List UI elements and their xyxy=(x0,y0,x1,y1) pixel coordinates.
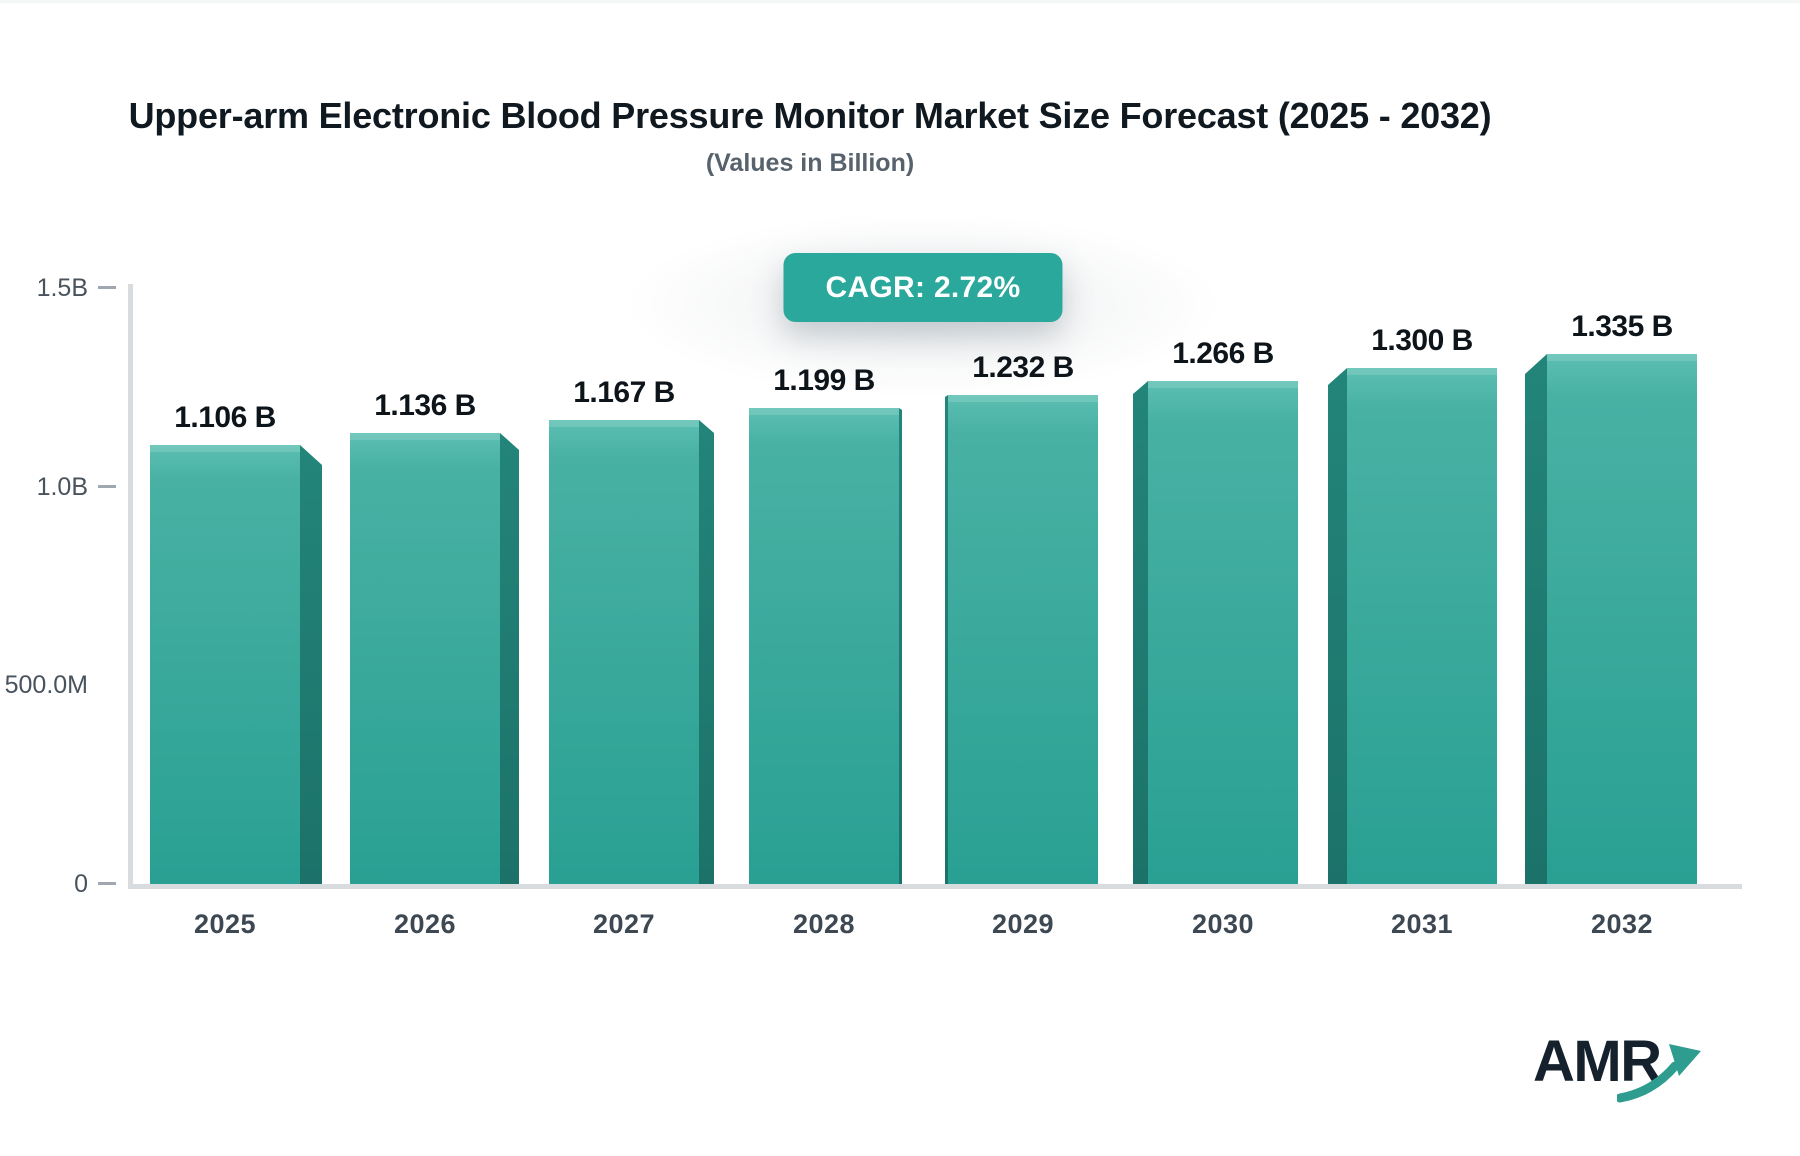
bar-value-label: 1.106 B xyxy=(174,401,276,434)
bar xyxy=(350,433,500,884)
bar-side-face xyxy=(699,420,714,884)
y-tick-label: 1.5B xyxy=(36,274,88,302)
bar xyxy=(1547,354,1697,884)
bar-value-label: 1.266 B xyxy=(1172,337,1274,370)
bar xyxy=(150,445,300,884)
growth-arrow-icon xyxy=(1617,1044,1701,1103)
x-axis-year-label: 2029 xyxy=(991,909,1055,939)
bar-value-label: 1.232 B xyxy=(972,351,1074,384)
x-axis-year-label: 2028 xyxy=(792,909,856,939)
bar-side-face xyxy=(500,433,519,884)
bar-side-face xyxy=(945,395,948,884)
chart-subtitle: (Values in Billion) xyxy=(705,149,915,177)
bar xyxy=(1347,368,1497,884)
bar-side-face xyxy=(899,408,902,884)
y-tick-label: 1.0B xyxy=(36,473,88,501)
x-axis-line xyxy=(128,884,1742,889)
bar-side-face xyxy=(300,445,322,884)
bar-value-label: 1.199 B xyxy=(773,364,875,397)
amr-logo: AMR xyxy=(1533,1030,1723,1116)
bar xyxy=(749,408,899,884)
y-axis-line xyxy=(128,284,133,889)
y-tick-label: 0 xyxy=(74,870,88,898)
y-tick-dash xyxy=(98,286,116,289)
y-tick-label: 500.0M xyxy=(4,671,88,699)
page-top-border xyxy=(0,0,1800,4)
bar xyxy=(549,420,699,884)
x-axis-year-label: 2031 xyxy=(1390,909,1454,939)
bar-value-label: 1.335 B xyxy=(1571,310,1673,343)
bar xyxy=(1148,381,1298,884)
bar-side-face xyxy=(1328,368,1347,884)
bar xyxy=(948,395,1098,884)
cagr-badge: CAGR: 2.72% xyxy=(783,253,1063,322)
bar-side-face xyxy=(1133,381,1148,884)
chart-title: Upper-arm Electronic Blood Pressure Moni… xyxy=(128,95,1492,136)
x-axis-year-label: 2025 xyxy=(193,909,257,939)
bar-side-face xyxy=(1525,354,1547,884)
x-axis-year-label: 2026 xyxy=(393,909,457,939)
y-tick-dash xyxy=(98,485,116,488)
x-axis-year-label: 2030 xyxy=(1191,909,1255,939)
amr-logo-text: AMR xyxy=(1533,1029,1662,1094)
bar-value-label: 1.300 B xyxy=(1371,324,1473,357)
x-axis-year-label: 2032 xyxy=(1590,909,1654,939)
x-axis-year-label: 2027 xyxy=(592,909,656,939)
bar-value-label: 1.136 B xyxy=(374,389,476,422)
bar-value-label: 1.167 B xyxy=(573,376,675,409)
y-tick-dash xyxy=(98,882,116,885)
